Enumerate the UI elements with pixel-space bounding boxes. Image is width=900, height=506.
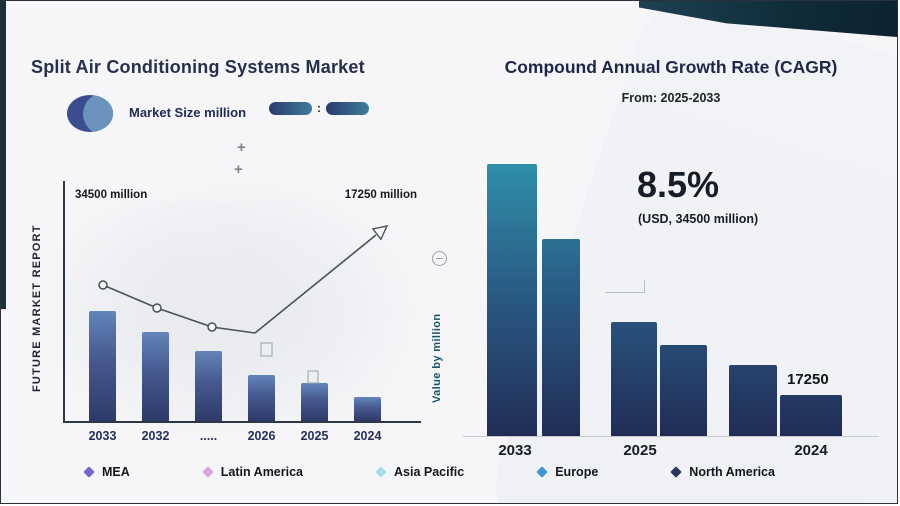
- market-size-bar-6: [354, 397, 381, 421]
- x-tick-label: 2025: [623, 442, 657, 459]
- left-chart-axis-label: FUTURE MARKET REPORT: [31, 224, 43, 393]
- market-size-bar-3: [195, 351, 222, 421]
- right-chart-subtitle: From: 2025-2033: [621, 91, 721, 105]
- legend-item-north-america: North America: [670, 465, 775, 479]
- annotation-34500: 34500 million: [75, 189, 148, 201]
- x-tick-label: 2025: [300, 429, 329, 443]
- legend-item-europe: Europe: [536, 465, 599, 479]
- pill-separator: :: [317, 101, 321, 115]
- market-size-bar-5: [301, 383, 328, 421]
- x-tick-label: 2024: [353, 429, 382, 443]
- diamond-icon: [83, 466, 95, 478]
- gradient-pill-icon: [269, 102, 312, 115]
- legend-item-asia-pacific: Asia Pacific: [375, 465, 465, 479]
- plus-mark-icon: +: [234, 161, 243, 178]
- market-size-chart: 34500 million 17250 million 2033 2032....…: [63, 181, 421, 443]
- market-size-legend-label: Market Size million: [129, 105, 247, 120]
- x-tick-label: 2024: [794, 442, 828, 459]
- cagr-bar-2025-secondary: [660, 345, 707, 436]
- x-tick-label: 2032: [141, 429, 170, 443]
- cagr-value: 8.5%: [637, 164, 720, 205]
- x-tick-label: .....: [199, 429, 218, 443]
- legend-label: Latin America: [220, 465, 303, 479]
- legend-item-latin-america: Latin America: [202, 465, 303, 479]
- diamond-icon: [670, 466, 682, 478]
- decorative-pill-group: :: [269, 102, 369, 115]
- cagr-bar-2024-secondary: [780, 395, 842, 436]
- legend-label: Europe: [555, 465, 599, 479]
- market-size-bar-2: [142, 332, 169, 421]
- bracket-decoration: [605, 280, 645, 293]
- left-chart-title: Split Air Conditioning Systems Market: [31, 57, 365, 77]
- diamond-icon: [536, 466, 548, 478]
- trend-line-arrow-icon: [98, 225, 389, 384]
- cagr-bar-2025-primary: [611, 322, 657, 436]
- annotation-17250-million: 17250 million: [344, 189, 417, 201]
- region-legend: MEA Latin America Asia Pacific Europe North …: [83, 465, 775, 479]
- cagr-bar-2033-primary: [487, 164, 537, 436]
- x-tick-label: 2033: [498, 442, 532, 459]
- legend-item-mea: MEA: [83, 465, 130, 479]
- legend-label: Asia Pacific: [394, 465, 465, 479]
- x-tick-label: 2026: [247, 429, 276, 443]
- market-size-bar-4: [248, 375, 275, 421]
- left-edge-accent: [1, 1, 6, 309]
- annotation-17250: 17250: [787, 371, 829, 388]
- cagr-bar-2033-secondary: [542, 239, 580, 436]
- diamond-icon: [375, 466, 387, 478]
- gradient-pill-icon: [326, 102, 369, 115]
- right-x-axis-labels: 2033 2025 2024: [463, 442, 879, 464]
- minus-circle-icon: [432, 251, 447, 266]
- market-size-bar-1: [89, 311, 116, 421]
- cagr-note: (USD, 34500 million): [638, 212, 759, 226]
- right-chart-baseline: [463, 436, 879, 437]
- market-size-sphere-icon: [67, 95, 113, 132]
- plus-mark-icon: +: [237, 139, 246, 156]
- right-chart-y-axis-label: Value by million: [431, 313, 443, 404]
- x-tick-label: 2033: [88, 429, 117, 443]
- legend-label: MEA: [102, 465, 130, 479]
- cagr-bar-2024-primary: [729, 365, 777, 436]
- diamond-icon: [202, 466, 214, 478]
- cagr-chart: [463, 164, 879, 436]
- legend-label: North America: [689, 465, 775, 479]
- right-chart-title: Compound Annual Growth Rate (CAGR): [504, 57, 838, 77]
